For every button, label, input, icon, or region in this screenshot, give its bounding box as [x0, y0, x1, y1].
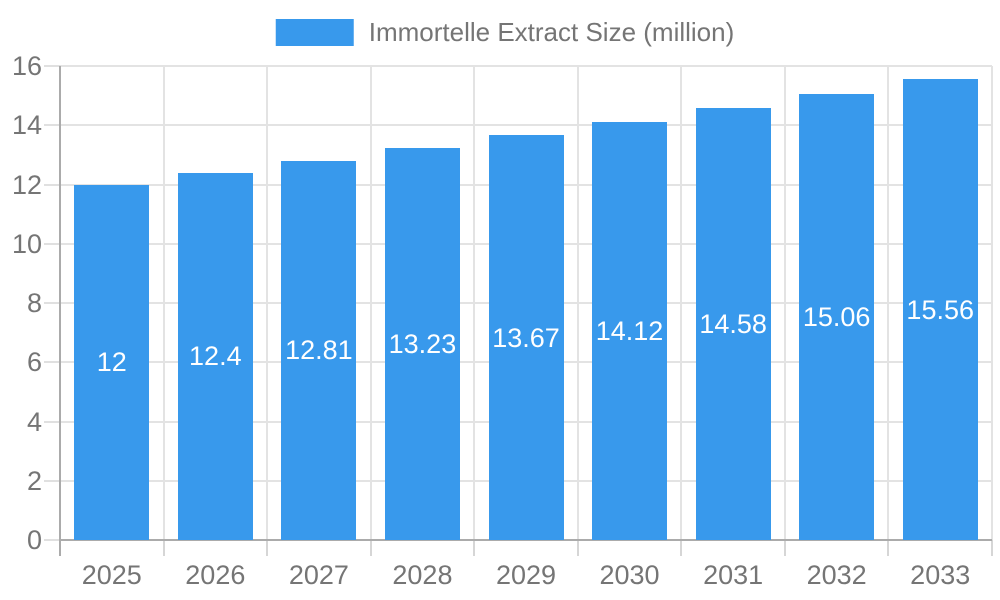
x-axis-tick-label: 2032: [806, 560, 867, 590]
bar-value-label: 13.23: [388, 329, 457, 360]
y-axis-tick-label: 12: [11, 169, 42, 200]
x-axis-tick-mark: [887, 540, 890, 556]
bar-value-label: 15.56: [906, 294, 974, 325]
bar-2027[interactable]: [281, 160, 357, 540]
y-axis-tick-mark: [44, 420, 60, 423]
x-axis-tick-label: 2027: [288, 560, 349, 590]
bar-value-label: 14.58: [699, 309, 767, 340]
y-axis-tick-mark: [44, 539, 60, 541]
x-axis-tick-label: 2025: [81, 560, 142, 590]
bar-2033[interactable]: [902, 79, 978, 540]
gridline-vertical: [783, 66, 786, 540]
gridline-vertical: [473, 66, 476, 540]
x-axis-tick-label: 2028: [392, 560, 453, 590]
bar-2031[interactable]: [695, 108, 771, 540]
bar-2026[interactable]: [177, 172, 253, 540]
bar-value-label: 12: [96, 347, 127, 378]
x-axis-tick-mark: [473, 540, 476, 556]
x-axis-tick-label: 2033: [910, 560, 971, 590]
bar-2029[interactable]: [488, 135, 564, 540]
gridline-vertical: [369, 66, 372, 540]
x-axis-tick-mark: [991, 540, 993, 556]
gridline-vertical: [887, 66, 890, 540]
x-axis-line: [60, 539, 992, 541]
y-axis-tick-label: 16: [11, 51, 42, 81]
bar-value-label: 12.81: [285, 335, 353, 366]
y-axis-tick-label: 14: [11, 110, 42, 141]
x-axis-tick-label: 2029: [495, 560, 557, 590]
bar-value-label: 14.12: [595, 315, 664, 346]
y-axis-tick-label: 10: [11, 228, 42, 259]
gridline-horizontal: [60, 65, 992, 67]
y-axis-tick-label: 2: [26, 465, 42, 496]
x-axis-tick-mark: [369, 540, 372, 556]
y-axis-tick-mark: [44, 361, 60, 364]
bar-value-label: 13.67: [492, 322, 560, 353]
gridline-horizontal: [60, 124, 992, 127]
bar-value-label: 12.4: [189, 341, 242, 372]
bar-2032[interactable]: [799, 93, 875, 540]
gridline-vertical: [162, 66, 165, 540]
legend-label: Immortelle Extract Size (million): [368, 17, 735, 47]
x-axis-tick-mark: [783, 540, 786, 556]
y-axis-tick-label: 6: [26, 347, 42, 378]
gridline-vertical: [680, 66, 683, 540]
x-axis-tick-mark: [162, 540, 165, 556]
bar-2028[interactable]: [384, 148, 460, 540]
y-axis-tick-label: 0: [26, 525, 42, 555]
bar-value-label: 15.06: [802, 301, 871, 332]
x-axis-tick-mark: [266, 540, 269, 556]
x-axis-tick-label: 2026: [185, 560, 246, 590]
x-axis-tick-mark: [680, 540, 683, 556]
x-axis-tick-label: 2031: [703, 560, 764, 590]
gridline-vertical: [991, 66, 993, 540]
bar-2030[interactable]: [592, 121, 668, 540]
x-axis-tick-mark: [576, 540, 579, 556]
gridline-vertical: [266, 66, 269, 540]
legend[interactable]: Immortelle Extract Size (million): [275, 17, 735, 48]
y-axis-tick-mark: [44, 242, 60, 245]
y-axis-tick-mark: [44, 183, 60, 186]
y-axis-tick-label: 8: [26, 288, 42, 318]
y-axis-tick-mark: [44, 302, 60, 304]
y-axis-tick-mark: [44, 479, 60, 482]
gridline-vertical: [576, 66, 579, 540]
x-axis-tick-label: 2030: [599, 560, 660, 590]
y-axis-tick-mark: [44, 124, 60, 127]
y-axis-line: [59, 66, 61, 556]
legend-swatch[interactable]: [275, 19, 354, 46]
bar-2025[interactable]: [74, 184, 150, 540]
y-axis-tick-label: 4: [26, 406, 42, 437]
y-axis-tick-mark: [44, 65, 60, 67]
